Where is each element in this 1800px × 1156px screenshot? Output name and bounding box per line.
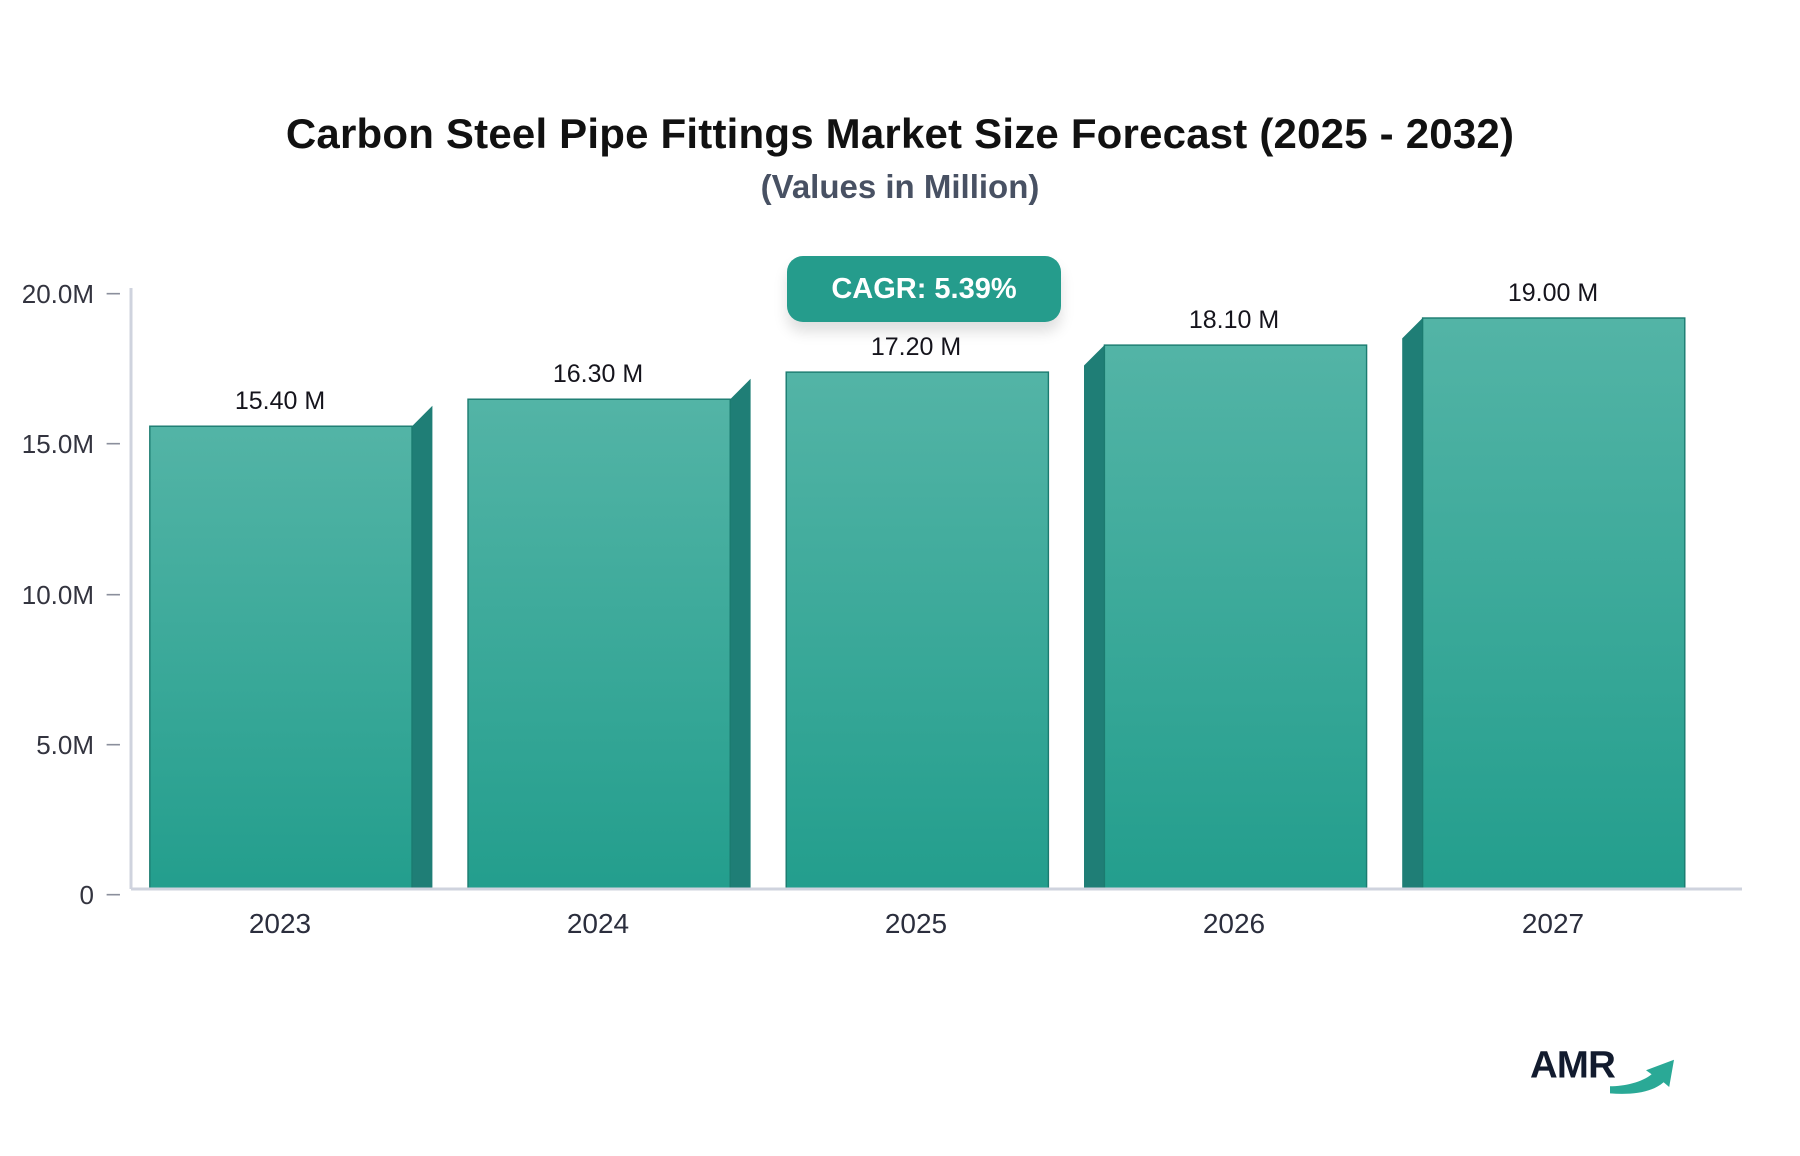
svg-text:AMR: AMR	[1530, 1043, 1615, 1086]
